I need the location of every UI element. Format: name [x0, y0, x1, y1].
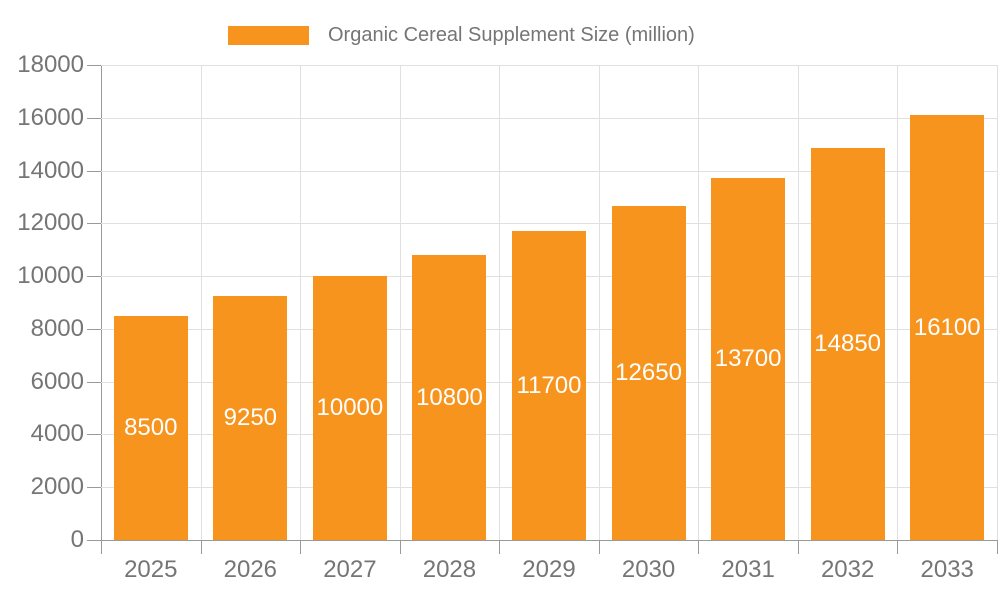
x-axis-tick: [499, 540, 501, 554]
x-tick-label: 2026: [223, 556, 278, 583]
v-gridline: [499, 65, 501, 540]
x-tick-label: 2033: [920, 556, 974, 583]
bar[interactable]: [810, 148, 885, 540]
y-tick-label: 6000: [30, 367, 84, 395]
y-tick-label: 4000: [30, 420, 84, 448]
v-gridline: [897, 65, 899, 540]
x-axis-tick: [598, 540, 600, 554]
legend[interactable]: Organic Cereal Supplement Size (million): [228, 24, 695, 47]
h-gridline: [101, 117, 997, 119]
bar[interactable]: [512, 231, 586, 540]
x-tick-label: 2028: [422, 556, 477, 583]
bar[interactable]: [711, 178, 786, 540]
y-axis-tick: [87, 434, 101, 436]
y-tick-label: 18000: [17, 51, 84, 78]
bar-value-label: 10800: [416, 383, 483, 411]
bar-value-label: 12650: [615, 359, 682, 387]
x-tick-label: 2027: [323, 556, 377, 583]
bar[interactable]: [412, 255, 487, 540]
x-axis-tick: [997, 540, 998, 554]
bar[interactable]: [213, 295, 288, 540]
x-tick-label: 2032: [820, 556, 875, 583]
bar-value-label: 9250: [223, 403, 278, 431]
y-axis-tick: [87, 117, 101, 119]
y-tick-label: 16000: [17, 103, 84, 131]
bar-value-label: 8500: [124, 413, 178, 441]
x-axis-tick: [200, 540, 202, 554]
x-axis-tick: [399, 540, 401, 554]
y-tick-label: 10000: [17, 262, 84, 290]
x-axis-tick: [797, 540, 799, 554]
x-axis-tick: [897, 540, 899, 554]
x-axis-line: [101, 540, 997, 541]
y-axis-line: [101, 65, 102, 540]
y-tick-label: 2000: [30, 473, 84, 501]
x-axis-tick: [300, 540, 302, 554]
h-gridline: [101, 223, 997, 225]
v-gridline: [997, 65, 998, 540]
bar-value-label: 13700: [714, 345, 782, 373]
v-gridline: [797, 65, 799, 540]
bar-value-label: 16100: [913, 313, 981, 341]
y-axis-tick: [87, 328, 101, 330]
bar[interactable]: [113, 315, 188, 540]
y-tick-label: 12000: [17, 209, 84, 237]
plot-area: 8500 9250 10000 10800 11700 12650 13700 14850 16…: [101, 65, 998, 540]
y-axis-tick: [87, 223, 101, 225]
bar[interactable]: [910, 115, 985, 540]
v-gridline: [300, 65, 302, 540]
x-tick-label: 2030: [621, 556, 676, 583]
y-axis-tick: [87, 65, 101, 66]
h-gridline: [101, 170, 997, 172]
x-axis-tick: [698, 540, 700, 554]
y-tick-label: 8000: [30, 314, 84, 342]
y-axis-tick: [87, 276, 101, 278]
bar-value-label: 11700: [516, 371, 582, 399]
bar-value-label: 10000: [316, 394, 384, 422]
x-tick-label: 2031: [721, 556, 775, 583]
y-tick-label: 0: [70, 526, 84, 553]
legend-swatch: [228, 26, 309, 45]
bar-value-label: 14850: [814, 330, 882, 358]
v-gridline: [598, 65, 600, 540]
y-axis-tick: [87, 170, 101, 172]
x-tick-label: 2029: [522, 556, 576, 583]
v-gridline: [399, 65, 401, 540]
bar[interactable]: [611, 206, 686, 540]
y-axis-tick: [87, 540, 101, 541]
h-gridline: [101, 65, 997, 66]
v-gridline: [698, 65, 700, 540]
x-tick-label: 2025: [124, 556, 178, 583]
y-axis-tick: [87, 381, 101, 383]
y-tick-label: 14000: [17, 156, 84, 184]
v-gridline: [200, 65, 202, 540]
x-axis-tick: [101, 540, 102, 554]
legend-label: Organic Cereal Supplement Size (million): [328, 24, 695, 46]
y-axis-tick: [87, 487, 101, 489]
bar[interactable]: [312, 276, 387, 540]
